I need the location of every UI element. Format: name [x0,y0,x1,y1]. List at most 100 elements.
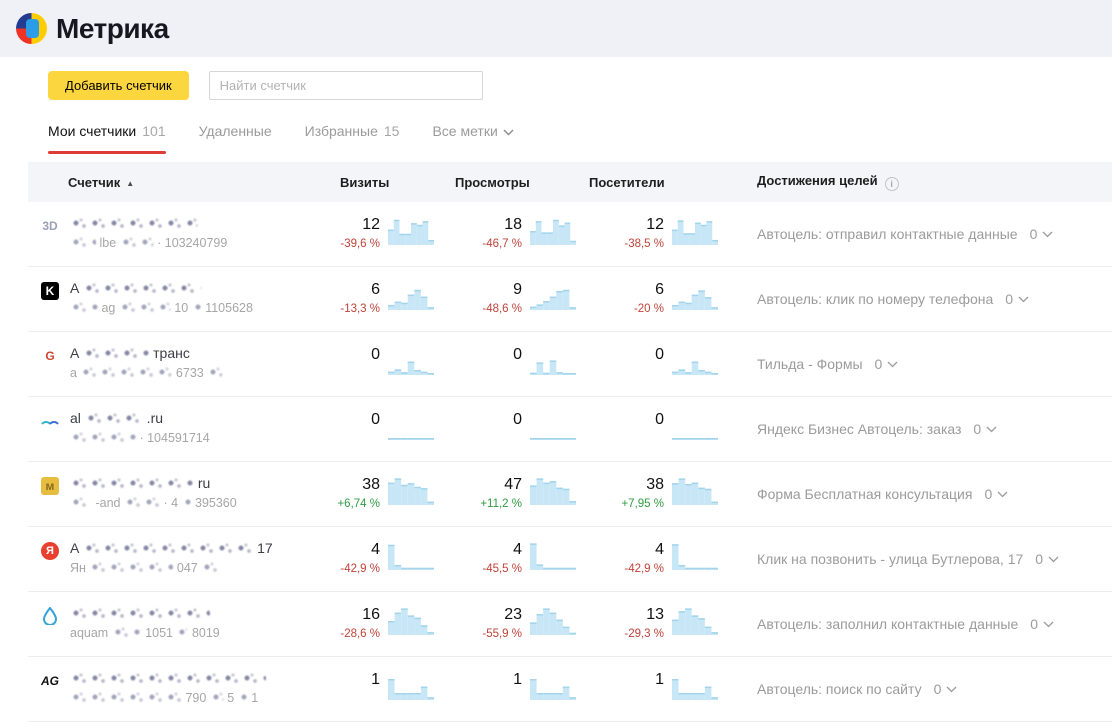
sparkline-chart [672,544,718,570]
table-row[interactable]: K А ag 10 1105628 6 -13,3 % 9 -48,6 % 6 -20 %… [28,267,1112,332]
counter-name[interactable]: al .ru [70,410,164,426]
goal-count: 0 [1030,616,1039,632]
censored-text-blob [83,543,254,554]
search-counter-input[interactable] [208,71,483,100]
goal-dropdown[interactable]: 0 [984,486,1008,502]
goal-dropdown[interactable]: 0 [1005,291,1029,307]
visits-cell: 0 [340,397,455,461]
sparkline-chart [672,679,718,700]
counter-cell: 3D lbe · 103240799 [28,202,340,266]
counter-id: ag 10 1105628 [70,301,253,316]
goal-dropdown[interactable]: 0 [1030,226,1054,242]
views-value: 9 [513,281,522,298]
censored-text-blob [70,237,96,248]
sparkline-chart [530,360,576,375]
chevron-down-icon [503,123,514,139]
counter-favicon-icon: K [40,281,60,301]
goal-dropdown[interactable]: 0 [934,681,958,697]
chevron-down-icon [946,686,957,692]
censored-text-blob [83,283,202,294]
goal-dropdown[interactable]: 0 [973,421,997,437]
visitors-value: 1 [655,671,664,688]
counter-name[interactable]: А 17 [70,540,273,556]
visitors-cell: 0 [589,397,757,461]
views-change: -55,9 % [482,628,522,640]
add-counter-button[interactable]: Добавить счетчик [48,71,189,100]
counter-name[interactable] [70,670,266,687]
censored-text-blob [70,478,194,489]
table-row[interactable]: AG 790 5 1 1 1 1 Автоцель: поиск по сайту 0 [28,657,1112,722]
goal-count: 0 [1035,551,1044,567]
goal-dropdown[interactable]: 0 [875,356,899,372]
counter-favicon-icon: Я [40,541,60,561]
counter-name[interactable]: А транс [70,345,190,361]
tab-favorites[interactable]: Избранные 15 [305,123,400,154]
table-row[interactable]: м ru -and · 4 395360 38 +6,74 % 47 +11,2 % 3… [28,462,1112,527]
views-value: 47 [504,476,522,493]
sparkline-chart [388,219,434,245]
table-row[interactable]: al .ru · 104591714 0 0 0 Яндекс Бизнес Авто… [28,397,1112,462]
counter-name[interactable]: ru [70,475,237,492]
visits-change: -13,3 % [340,303,380,315]
goal-label: Яндекс Бизнес Автоцель: заказ [757,421,962,437]
sparkline-chart [672,438,718,440]
goals-cell: Яндекс Бизнес Автоцель: заказ 0 [757,397,1112,461]
chevron-down-icon [887,361,898,367]
goals-cell: Клик на позвонить - улица Бутлерова, 17 0 [757,527,1112,591]
column-header-visits[interactable]: Визиты [340,174,390,190]
tab-label: Мои счетчики [48,123,137,139]
tab-all-labels[interactable]: Все метки [432,123,514,154]
visits-cell: 12 -39,6 % [340,202,455,266]
info-icon[interactable]: i [884,177,899,191]
column-header-counter[interactable]: Счетчик ▲ [68,174,135,190]
visitors-cell: 12 -38,5 % [589,202,757,266]
goal-dropdown[interactable]: 0 [1035,551,1059,567]
counter-name[interactable] [70,605,220,622]
censored-text-blob [111,627,142,638]
tab-my-counters[interactable]: Мои счетчики 101 [48,123,166,154]
tab-count: 15 [383,123,400,139]
visitors-cell: 4 -42,9 % [589,527,757,591]
censored-text-blob [70,432,136,443]
sparkline-chart [388,679,434,700]
views-cell: 0 [455,397,589,461]
visits-value: 0 [371,411,380,428]
tab-deleted[interactable]: Удаленные [199,123,272,154]
goal-count: 0 [973,421,982,437]
table-row[interactable]: 3D lbe · 103240799 12 -39,6 % 18 -46,7 % 12 -… [28,202,1112,267]
table-row[interactable]: G А транс a 6733 0 0 0 Тильда - Формы 0 [28,332,1112,397]
goal-dropdown[interactable]: 0 [1030,616,1054,632]
water-drop-icon [42,607,58,625]
sparkline-chart [388,289,434,310]
censored-text-blob [123,497,160,508]
counter-name[interactable]: А [70,280,253,297]
sparkline-chart [530,543,576,570]
counter-cell: м ru -and · 4 395360 [28,462,340,526]
column-header-goals: Достижения целей i [757,173,1112,191]
visitors-cell: 1 [589,657,757,721]
table-row[interactable]: aquam 1051 8019 16 -28,6 % 23 -55,9 % 13 -29,… [28,592,1112,657]
table-row[interactable]: Я А 17 Ян 047 4 -42,9 % 4 -45,5 % 4 -42,9 % Кл… [28,527,1112,592]
censored-text-blob [83,348,150,359]
visitors-change: +7,95 % [621,498,664,510]
goal-count: 0 [984,486,993,502]
visits-value: 0 [371,346,380,363]
counter-name[interactable] [70,215,227,232]
column-header-views[interactable]: Просмотры [455,174,530,190]
column-header-visitors[interactable]: Посетители [589,174,665,190]
censored-text-blob [80,367,173,378]
goals-cell: Автоцель: отправил контактные данные 0 [757,202,1112,266]
metrika-logo[interactable]: Метрика [16,13,169,45]
counter-cell: AG 790 5 1 [28,657,340,721]
counter-id: -and · 4 395360 [70,496,237,511]
counter-id: lbe · 103240799 [70,236,227,251]
counter-id: aquam 1051 8019 [70,626,220,640]
sparkline-chart [672,290,718,310]
views-value: 1 [513,671,522,688]
sparkline-chart [530,478,576,505]
sparkline-chart [530,608,576,635]
chevron-down-icon [1018,296,1029,302]
censored-text-blob [84,413,143,424]
goal-label: Форма Бесплатная консультация [757,486,973,502]
